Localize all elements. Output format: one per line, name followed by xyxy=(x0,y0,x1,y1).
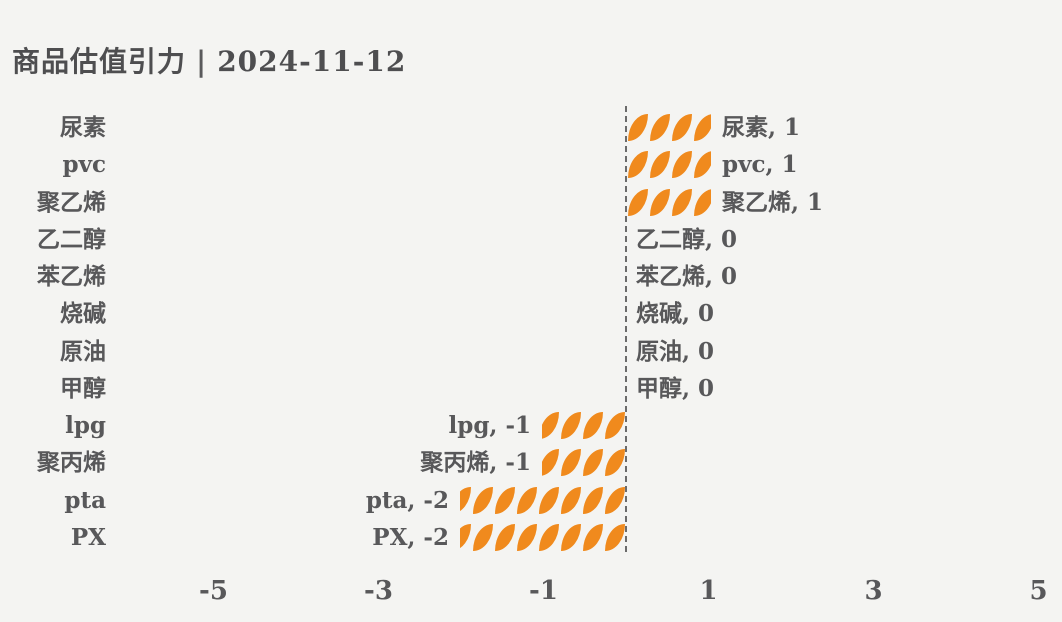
x-axis-tick: 5 xyxy=(1029,576,1048,606)
leaf-icon xyxy=(605,486,625,514)
pictogram-bar xyxy=(542,411,625,440)
bar-value-label: 聚乙烯, 1 xyxy=(722,188,824,216)
leaf-icon xyxy=(473,523,493,551)
chart-title: 商品估值引力 | 2024-11-12 xyxy=(12,40,406,80)
leaf-icon xyxy=(583,449,603,477)
pictogram-bar xyxy=(460,523,625,552)
chart-row-pvc: pvc pvc, 1 xyxy=(0,146,1062,183)
chart-row-甲醇: 甲醇 甲醇, 0 xyxy=(0,370,1062,407)
title-date: 2024-11-12 xyxy=(217,45,407,78)
bar-value-label: PX, -2 xyxy=(372,523,449,551)
x-axis-tick: -3 xyxy=(364,576,393,606)
x-axis-tick: -1 xyxy=(529,576,558,606)
chart-row-聚乙烯: 聚乙烯 聚乙烯, 1 xyxy=(0,184,1062,221)
leaf-icon xyxy=(583,412,603,439)
title-separator: | xyxy=(196,45,208,78)
leaf-icon xyxy=(517,486,537,514)
leaf-icon xyxy=(473,486,493,514)
category-label: 聚乙烯 xyxy=(37,188,106,216)
leaf-icon xyxy=(517,523,537,551)
leaf-icon xyxy=(605,412,625,439)
pictogram-bar xyxy=(628,113,711,142)
category-label: pvc xyxy=(62,151,106,179)
bar-value-label: lpg, -1 xyxy=(448,412,531,439)
chart-row-尿素: 尿素 尿素, 1 xyxy=(0,109,1062,146)
leaf-icon xyxy=(561,523,581,551)
category-label: 甲醇 xyxy=(60,374,106,402)
category-label: 聚丙烯 xyxy=(37,449,106,477)
category-label: 乙二醇 xyxy=(37,225,106,253)
chart-row-苯乙烯: 苯乙烯 苯乙烯, 0 xyxy=(0,258,1062,295)
leaf-icon xyxy=(605,523,625,551)
leaf-icon xyxy=(460,486,471,514)
leaf-icon xyxy=(650,114,670,141)
leaf-icon xyxy=(460,523,471,551)
category-label: 尿素 xyxy=(60,114,106,141)
leaf-icon xyxy=(583,486,603,514)
leaf-icon xyxy=(495,523,515,551)
leaf-icon xyxy=(672,151,692,179)
chart-row-pta: pta pta, -2 xyxy=(0,482,1062,519)
pictogram-bar xyxy=(628,150,711,179)
leaf-icon xyxy=(561,412,581,439)
chart-row-烧碱: 烧碱 烧碱, 0 xyxy=(0,295,1062,332)
leaf-icon xyxy=(628,114,648,141)
bar-value-label: 尿素, 1 xyxy=(722,114,801,141)
zero-axis-dashed-line xyxy=(625,106,627,554)
leaf-icon xyxy=(495,486,515,514)
chart-row-聚丙烯: 聚丙烯 聚丙烯, -1 xyxy=(0,444,1062,481)
x-axis-tick: -5 xyxy=(199,576,228,606)
category-label: 烧碱 xyxy=(60,300,106,328)
leaf-icon xyxy=(672,188,692,216)
leaf-icon xyxy=(561,449,581,477)
chart-row-lpg: lpg lpg, -1 xyxy=(0,407,1062,444)
leaf-icon xyxy=(605,449,625,477)
leaf-icon xyxy=(542,412,559,439)
pictogram-bar xyxy=(628,188,711,217)
leaf-icon xyxy=(628,188,648,216)
category-label: 苯乙烯 xyxy=(37,263,106,290)
title-text: 商品估值引力 xyxy=(12,45,187,78)
leaf-icon xyxy=(583,523,603,551)
leaf-icon xyxy=(542,449,559,477)
pictogram-bar xyxy=(542,448,625,477)
leaf-icon xyxy=(561,486,581,514)
bar-value-label: pvc, 1 xyxy=(722,151,798,179)
leaf-icon xyxy=(628,151,648,179)
chart-row-原油: 原油 原油, 0 xyxy=(0,333,1062,370)
pictogram-bar xyxy=(460,486,625,515)
leaf-icon xyxy=(650,151,670,179)
leaf-icon xyxy=(694,114,711,141)
leaf-icon xyxy=(650,188,670,216)
bar-value-label: 聚丙烯, -1 xyxy=(420,449,531,477)
x-axis-tick: 3 xyxy=(864,576,883,606)
leaf-icon xyxy=(694,188,711,216)
chart-row-PX: PX PX, -2 xyxy=(0,519,1062,556)
bar-value-label: 乙二醇, 0 xyxy=(636,225,738,253)
chart-row-乙二醇: 乙二醇 乙二醇, 0 xyxy=(0,221,1062,258)
category-label: lpg xyxy=(65,412,106,439)
leaf-icon xyxy=(672,114,692,141)
x-axis-tick: 1 xyxy=(699,576,718,606)
leaf-icon xyxy=(694,151,711,179)
bar-value-label: 甲醇, 0 xyxy=(636,374,715,402)
leaf-icon xyxy=(539,523,559,551)
bar-value-label: 原油, 0 xyxy=(636,337,715,365)
bar-value-label: 苯乙烯, 0 xyxy=(636,263,738,290)
bar-value-label: pta, -2 xyxy=(365,486,449,514)
category-label: pta xyxy=(64,486,106,514)
category-label: PX xyxy=(70,523,106,551)
leaf-icon xyxy=(539,486,559,514)
bar-value-label: 烧碱, 0 xyxy=(636,300,715,328)
category-label: 原油 xyxy=(60,337,106,365)
